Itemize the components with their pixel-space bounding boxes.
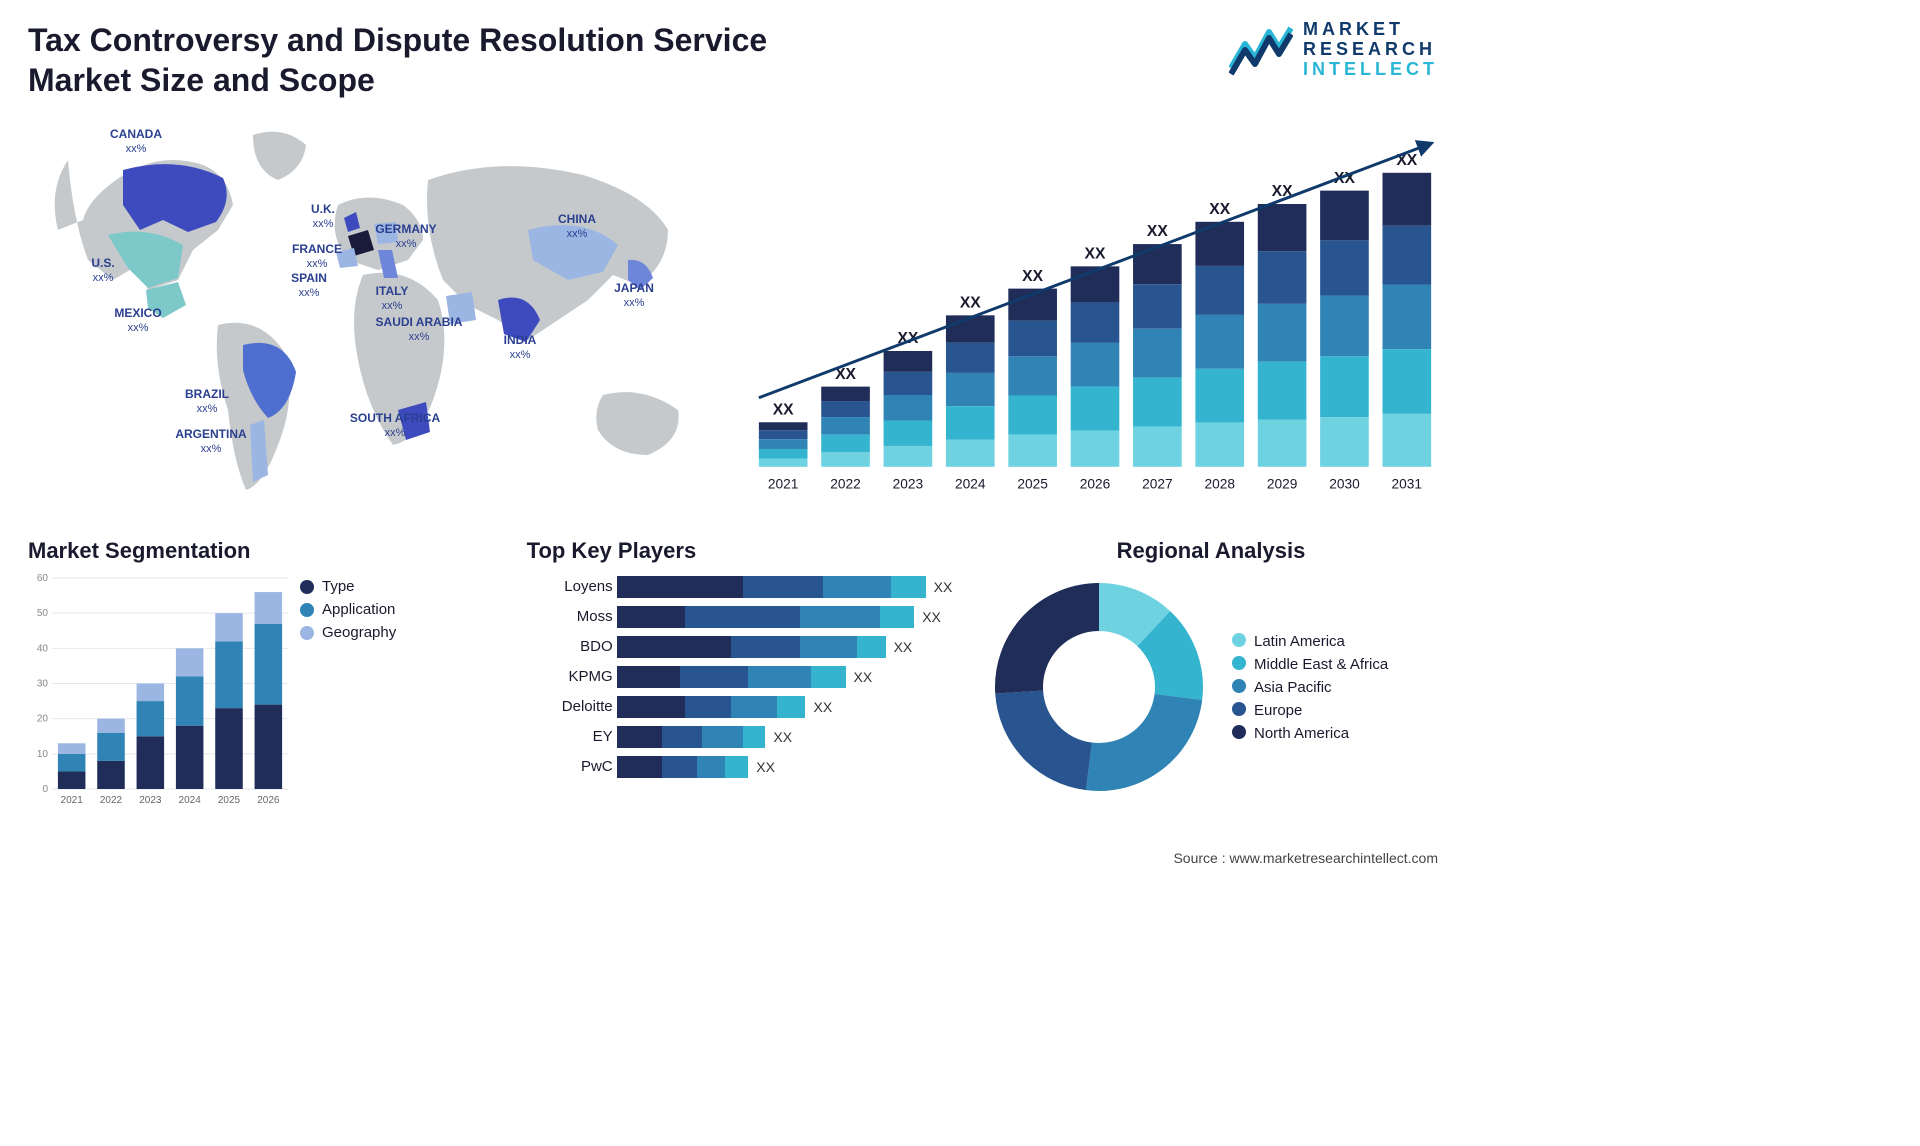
player-name: KPMG: [527, 662, 613, 692]
svg-text:2026: 2026: [257, 795, 280, 806]
player-bar-row: XX: [617, 572, 960, 602]
regional-title: Regional Analysis: [984, 538, 1438, 564]
map-label-u-s-: U.S.xx%: [91, 257, 114, 285]
regional-legend-item: Europe: [1232, 702, 1388, 719]
regional-legend-item: Asia Pacific: [1232, 679, 1388, 696]
svg-text:2022: 2022: [830, 476, 861, 491]
player-value: XX: [894, 639, 913, 655]
svg-text:2024: 2024: [955, 476, 986, 491]
map-label-france: FRANCExx%: [292, 243, 342, 271]
regional-panel: Regional Analysis Latin America Middle Ea…: [984, 538, 1438, 807]
player-bar-row: XX: [617, 602, 960, 632]
svg-text:50: 50: [37, 608, 49, 619]
svg-text:XX: XX: [1147, 223, 1168, 240]
seg-legend-item: Geography: [300, 624, 396, 641]
players-name-col: LoyensMossBDOKPMGDeloitteEYPwC: [527, 572, 613, 782]
source-attribution: Source : www.marketresearchintellect.com: [1173, 850, 1438, 866]
logo-mark-icon: [1229, 22, 1293, 78]
brand-line1: MARKET: [1303, 20, 1438, 40]
segmentation-chart: 0 10 20 30 40 50 60 2021 2022 2023 2024 2025 2026: [28, 572, 288, 807]
player-name: EY: [527, 722, 613, 752]
segmentation-title: Market Segmentation: [28, 538, 503, 564]
player-name: Deloitte: [527, 692, 613, 722]
svg-text:XX: XX: [1022, 268, 1043, 285]
player-name: PwC: [527, 752, 613, 782]
player-value: XX: [756, 759, 775, 775]
svg-text:2023: 2023: [139, 795, 162, 806]
map-label-mexico: MEXICOxx%: [114, 307, 161, 335]
seg-legend-item: Type: [300, 578, 396, 595]
regional-donut-chart: [984, 572, 1214, 802]
svg-text:60: 60: [37, 573, 49, 584]
svg-text:XX: XX: [773, 401, 794, 418]
player-bar-row: XX: [617, 752, 960, 782]
player-value: XX: [934, 579, 953, 595]
segmentation-legend: Type Application Geography: [300, 572, 396, 807]
svg-text:2030: 2030: [1329, 476, 1360, 491]
svg-text:2025: 2025: [1017, 476, 1048, 491]
player-value: XX: [854, 669, 873, 685]
regional-legend-item: Latin America: [1232, 633, 1388, 650]
map-label-saudi-arabia: SAUDI ARABIAxx%: [376, 316, 463, 344]
map-label-south-africa: SOUTH AFRICAxx%: [350, 412, 440, 440]
player-bar-row: XX: [617, 722, 960, 752]
svg-text:10: 10: [37, 749, 49, 760]
player-name: Moss: [527, 602, 613, 632]
svg-text:2023: 2023: [893, 476, 924, 491]
brand-logo: MARKET RESEARCH INTELLECT: [1229, 20, 1438, 79]
map-label-germany: GERMANYxx%: [375, 223, 436, 251]
segmentation-panel: Market Segmentation 0 10 20 30 40 50 60 2021 202…: [28, 538, 503, 807]
svg-text:40: 40: [37, 643, 49, 654]
regional-legend-item: Middle East & Africa: [1232, 656, 1388, 673]
svg-text:2026: 2026: [1080, 476, 1111, 491]
seg-legend-item: Application: [300, 601, 396, 618]
map-label-india: INDIAxx%: [504, 334, 537, 362]
svg-text:2025: 2025: [218, 795, 241, 806]
world-map-panel: CANADAxx% U.S.xx%MEXICOxx% BRAZILxx% ARGENT…: [28, 110, 728, 510]
page-title: Tax Controversy and Dispute Resolution S…: [28, 20, 808, 100]
regional-legend-item: North America: [1232, 725, 1388, 742]
player-name: BDO: [527, 632, 613, 662]
svg-text:2031: 2031: [1392, 476, 1423, 491]
svg-text:2028: 2028: [1204, 476, 1235, 491]
map-label-argentina: ARGENTINAxx%: [175, 428, 246, 456]
brand-line2: RESEARCH: [1303, 40, 1438, 60]
svg-text:2022: 2022: [100, 795, 123, 806]
players-title: Top Key Players: [527, 538, 960, 564]
player-name: Loyens: [527, 572, 613, 602]
map-label-italy: ITALYxx%: [376, 285, 409, 313]
brand-line3: INTELLECT: [1303, 60, 1438, 80]
svg-text:2029: 2029: [1267, 476, 1298, 491]
players-bars: XX XX XX XX XX XX XX: [617, 572, 960, 782]
player-bar-row: XX: [617, 632, 960, 662]
players-panel: Top Key Players LoyensMossBDOKPMGDeloitt…: [527, 538, 960, 807]
svg-text:XX: XX: [960, 295, 981, 312]
svg-text:XX: XX: [1209, 201, 1230, 218]
map-label-canada: CANADAxx%: [110, 128, 162, 156]
map-label-u-k-: U.K.xx%: [311, 203, 335, 231]
svg-text:2024: 2024: [179, 795, 202, 806]
player-value: XX: [922, 609, 941, 625]
map-label-china: CHINAxx%: [558, 213, 596, 241]
svg-text:2027: 2027: [1142, 476, 1173, 491]
svg-text:XX: XX: [1085, 246, 1106, 263]
map-label-japan: JAPANxx%: [614, 282, 654, 310]
player-bar-row: XX: [617, 692, 960, 722]
player-bar-row: XX: [617, 662, 960, 692]
svg-text:0: 0: [42, 784, 48, 795]
player-value: XX: [773, 729, 792, 745]
svg-text:20: 20: [37, 714, 49, 725]
map-label-spain: SPAINxx%: [291, 272, 327, 300]
svg-text:2021: 2021: [768, 476, 799, 491]
svg-text:30: 30: [37, 679, 49, 690]
svg-text:2021: 2021: [61, 795, 84, 806]
market-size-chart: XX2021XX2022XX2023XX2024XX2025XX2026XX20…: [752, 110, 1438, 510]
player-value: XX: [813, 699, 832, 715]
regional-legend: Latin America Middle East & Africa Asia Pa…: [1232, 627, 1388, 748]
map-label-brazil: BRAZILxx%: [185, 388, 229, 416]
